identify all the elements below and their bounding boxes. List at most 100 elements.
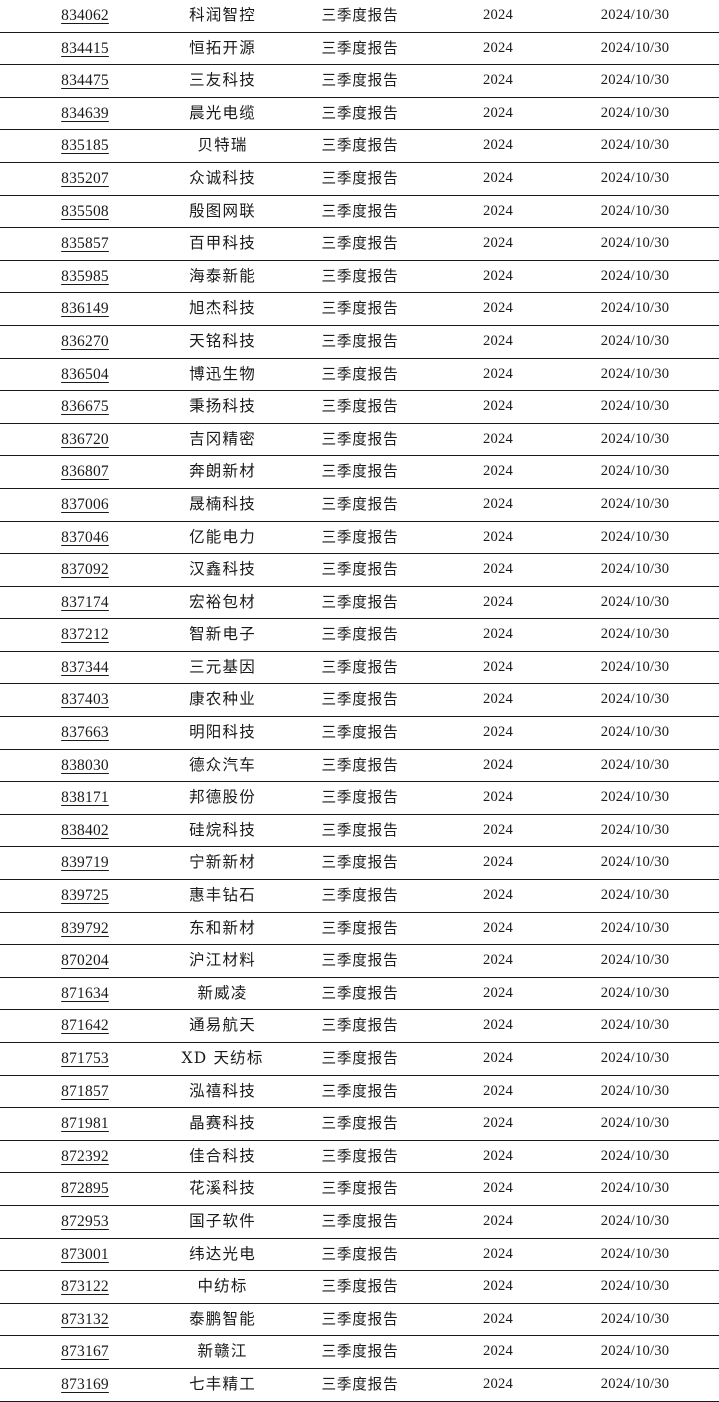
cell-stock-code[interactable]: 873167 [0, 1335, 170, 1369]
stock-code-link[interactable]: 836675 [61, 398, 109, 416]
stock-code-link[interactable]: 871753 [61, 1050, 109, 1067]
cell-stock-code[interactable]: 835508 [0, 195, 170, 229]
cell-stock-code[interactable]: 838030 [0, 749, 170, 783]
cell-stock-code[interactable]: 839725 [0, 879, 170, 913]
stock-code-link[interactable]: 836504 [61, 365, 109, 383]
stock-code-link[interactable]: 872953 [61, 1212, 109, 1230]
cell-report-year: 2024 [445, 651, 551, 685]
cell-stock-code[interactable]: 837212 [0, 618, 170, 652]
stock-code-link[interactable]: 834475 [61, 72, 109, 90]
cell-stock-code[interactable]: 871753 [0, 1042, 170, 1076]
cell-stock-code[interactable]: 837344 [0, 651, 170, 685]
cell-stock-code[interactable]: 837174 [0, 586, 170, 620]
cell-report-year: 2024 [445, 781, 551, 815]
cell-stock-code[interactable]: 872392 [0, 1140, 170, 1174]
stock-code-link[interactable]: 835207 [61, 169, 109, 187]
stock-code-link[interactable]: 873167 [61, 1343, 109, 1361]
stock-code-link[interactable]: 837403 [61, 691, 109, 709]
stock-code-link[interactable]: 839719 [61, 854, 109, 872]
cell-stock-code[interactable]: 837046 [0, 521, 170, 555]
cell-stock-code[interactable]: 836149 [0, 292, 170, 326]
stock-code-link[interactable]: 834062 [61, 7, 109, 24]
cell-report-type: 三季度报告 [275, 162, 445, 196]
stock-code-link[interactable]: 835985 [61, 267, 109, 285]
stock-code-link[interactable]: 872392 [61, 1147, 109, 1165]
stock-code-link[interactable]: 873001 [61, 1245, 109, 1263]
cell-stock-code[interactable]: 836807 [0, 455, 170, 489]
stock-code-link[interactable]: 836149 [61, 300, 109, 318]
stock-code-link[interactable]: 838402 [61, 821, 109, 839]
stock-code-link[interactable]: 838171 [61, 789, 109, 807]
cell-stock-code[interactable]: 835985 [0, 260, 170, 294]
stock-code-link[interactable]: 837006 [61, 495, 109, 513]
cell-stock-code[interactable]: 835185 [0, 129, 170, 163]
stock-code-link[interactable]: 871981 [61, 1115, 109, 1133]
stock-code-link[interactable]: 872895 [61, 1180, 109, 1198]
cell-report-type: 三季度报告 [275, 912, 445, 946]
cell-stock-code[interactable]: 837403 [0, 683, 170, 718]
cell-stock-code[interactable]: 836504 [0, 358, 170, 392]
cell-stock-code[interactable]: 839792 [0, 912, 170, 946]
stock-code-link[interactable]: 835508 [61, 202, 109, 220]
cell-stock-code[interactable]: 834415 [0, 32, 170, 66]
cell-stock-code[interactable]: 835207 [0, 162, 170, 196]
cell-stock-code[interactable]: 836270 [0, 325, 170, 359]
stock-code-link[interactable]: 835185 [61, 137, 109, 155]
cell-stock-code[interactable]: 837092 [0, 553, 170, 587]
table-row: 872895 花溪科技 三季度报告 2024 2024/10/30 [0, 1172, 719, 1206]
stock-code-link[interactable]: 837344 [61, 658, 109, 676]
stock-code-link[interactable]: 873169 [61, 1375, 109, 1393]
cell-report-type: 三季度报告 [275, 618, 445, 652]
cell-stock-code[interactable]: 872953 [0, 1205, 170, 1239]
stock-code-link[interactable]: 837212 [61, 626, 109, 644]
cell-stock-code[interactable]: 838402 [0, 814, 170, 848]
cell-stock-code[interactable]: 872895 [0, 1172, 170, 1206]
cell-stock-code[interactable]: 873001 [0, 1238, 170, 1272]
cell-stock-code[interactable]: 873132 [0, 1303, 170, 1337]
cell-stock-code[interactable]: 871634 [0, 977, 170, 1011]
stock-code-link[interactable]: 871642 [61, 1017, 109, 1035]
cell-stock-code[interactable]: 834062 [0, 0, 170, 33]
cell-stock-code[interactable]: 837663 [0, 716, 170, 750]
cell-stock-code[interactable]: 835857 [0, 227, 170, 261]
stock-code-link[interactable]: 837092 [61, 561, 109, 579]
cell-disclosure-date: 2024/10/30 [551, 781, 719, 815]
stock-code-link[interactable]: 836807 [61, 463, 109, 481]
cell-company-name: 明阳科技 [170, 716, 275, 750]
cell-stock-code[interactable]: 834639 [0, 97, 170, 131]
cell-stock-code[interactable]: 837006 [0, 488, 170, 522]
stock-code-link[interactable]: 871857 [61, 1082, 109, 1100]
stock-code-link[interactable]: 837663 [61, 724, 109, 742]
stock-code-link[interactable]: 871634 [61, 984, 109, 1002]
cell-stock-code[interactable]: 871981 [0, 1107, 170, 1141]
cell-stock-code[interactable]: 873169 [0, 1368, 170, 1402]
stock-code-link[interactable]: 839725 [61, 887, 109, 905]
cell-stock-code[interactable]: 871642 [0, 1009, 170, 1043]
stock-code-link[interactable]: 836270 [61, 332, 109, 350]
cell-disclosure-date: 2024/10/30 [551, 1075, 719, 1109]
table-row: 836720 吉冈精密 三季度报告 2024 2024/10/30 [0, 423, 719, 457]
cell-company-name: 宏裕包材 [170, 586, 275, 620]
stock-code-link[interactable]: 837046 [61, 528, 109, 546]
cell-report-type: 三季度报告 [275, 292, 445, 326]
stock-code-link[interactable]: 870204 [61, 952, 109, 970]
stock-code-link[interactable]: 834639 [61, 104, 109, 122]
cell-stock-code[interactable]: 836720 [0, 423, 170, 457]
cell-stock-code[interactable]: 870204 [0, 944, 170, 978]
cell-stock-code[interactable]: 836675 [0, 390, 170, 424]
stock-code-link[interactable]: 837174 [61, 593, 109, 611]
cell-stock-code[interactable]: 838171 [0, 781, 170, 815]
stock-code-link[interactable]: 836720 [61, 430, 109, 448]
cell-report-year: 2024 [445, 358, 551, 392]
stock-code-link[interactable]: 835857 [61, 235, 109, 253]
stock-code-link[interactable]: 873132 [61, 1310, 109, 1328]
stock-code-link[interactable]: 839792 [61, 919, 109, 937]
cell-report-year: 2024 [445, 423, 551, 457]
cell-stock-code[interactable]: 839719 [0, 846, 170, 881]
cell-stock-code[interactable]: 871857 [0, 1075, 170, 1109]
cell-stock-code[interactable]: 873122 [0, 1270, 170, 1304]
cell-stock-code[interactable]: 834475 [0, 64, 170, 98]
stock-code-link[interactable]: 834415 [61, 39, 109, 57]
stock-code-link[interactable]: 838030 [61, 756, 109, 774]
stock-code-link[interactable]: 873122 [61, 1278, 109, 1296]
